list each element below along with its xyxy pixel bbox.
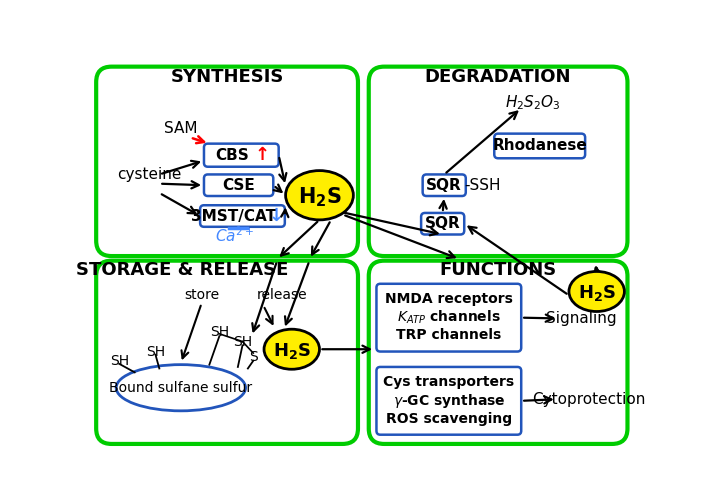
Text: $\mathbf{H_2S}$: $\mathbf{H_2S}$ — [297, 185, 342, 209]
Text: Cys transporters: Cys transporters — [383, 375, 515, 389]
Text: $Ca^{2+}$: $Ca^{2+}$ — [215, 227, 254, 245]
Text: SH: SH — [109, 354, 128, 368]
Text: SH: SH — [146, 345, 165, 358]
Ellipse shape — [286, 170, 354, 220]
FancyBboxPatch shape — [376, 367, 521, 434]
FancyBboxPatch shape — [421, 213, 465, 234]
Text: STORAGE & RELEASE: STORAGE & RELEASE — [76, 261, 289, 279]
Text: $\mathbf{H_2S}$: $\mathbf{H_2S}$ — [273, 341, 311, 361]
Text: CSE: CSE — [222, 178, 255, 193]
Text: SQR: SQR — [426, 178, 462, 193]
Text: DEGRADATION: DEGRADATION — [425, 69, 571, 86]
FancyBboxPatch shape — [96, 67, 358, 256]
Text: $H_2S_2O_3$: $H_2S_2O_3$ — [505, 93, 561, 112]
Text: Signaling: Signaling — [546, 311, 616, 326]
Text: Bound sulfane sulfur: Bound sulfane sulfur — [109, 381, 253, 395]
Text: ↓: ↓ — [268, 207, 283, 225]
FancyBboxPatch shape — [423, 174, 466, 196]
Text: Rhodanese: Rhodanese — [492, 139, 587, 153]
Text: 3MST/CAT: 3MST/CAT — [191, 209, 277, 223]
Text: SH: SH — [233, 335, 252, 349]
Text: release: release — [257, 288, 308, 302]
Ellipse shape — [116, 364, 246, 411]
Text: ↑: ↑ — [254, 146, 269, 164]
Text: NMDA receptors: NMDA receptors — [385, 292, 513, 306]
FancyBboxPatch shape — [494, 134, 585, 158]
Text: SQR: SQR — [425, 216, 460, 231]
Ellipse shape — [569, 272, 624, 311]
Ellipse shape — [264, 329, 320, 369]
Text: TRP channels: TRP channels — [396, 329, 501, 342]
Text: $K_{ATP}$ channels: $K_{ATP}$ channels — [397, 309, 501, 327]
Text: FUNCTIONS: FUNCTIONS — [440, 261, 557, 279]
Text: SYNTHESIS: SYNTHESIS — [170, 69, 284, 86]
FancyBboxPatch shape — [204, 144, 279, 167]
Text: store: store — [184, 288, 220, 302]
Text: cysteine: cysteine — [117, 167, 181, 182]
Text: SAM: SAM — [164, 121, 198, 136]
FancyBboxPatch shape — [96, 261, 358, 444]
Text: ROS scavenging: ROS scavenging — [385, 412, 512, 425]
FancyBboxPatch shape — [204, 174, 273, 196]
Text: CBS: CBS — [215, 148, 249, 163]
Text: $\mathbf{H_2S}$: $\mathbf{H_2S}$ — [578, 283, 616, 303]
Text: Cytoprotection: Cytoprotection — [532, 392, 646, 407]
FancyBboxPatch shape — [369, 261, 628, 444]
FancyBboxPatch shape — [376, 284, 521, 352]
FancyBboxPatch shape — [200, 205, 285, 227]
FancyBboxPatch shape — [369, 67, 628, 256]
Text: -SSH: -SSH — [465, 178, 501, 193]
Text: $\gamma$-GC synthase: $\gamma$-GC synthase — [393, 392, 505, 410]
Text: SH: SH — [210, 325, 229, 339]
Text: S: S — [249, 350, 258, 364]
